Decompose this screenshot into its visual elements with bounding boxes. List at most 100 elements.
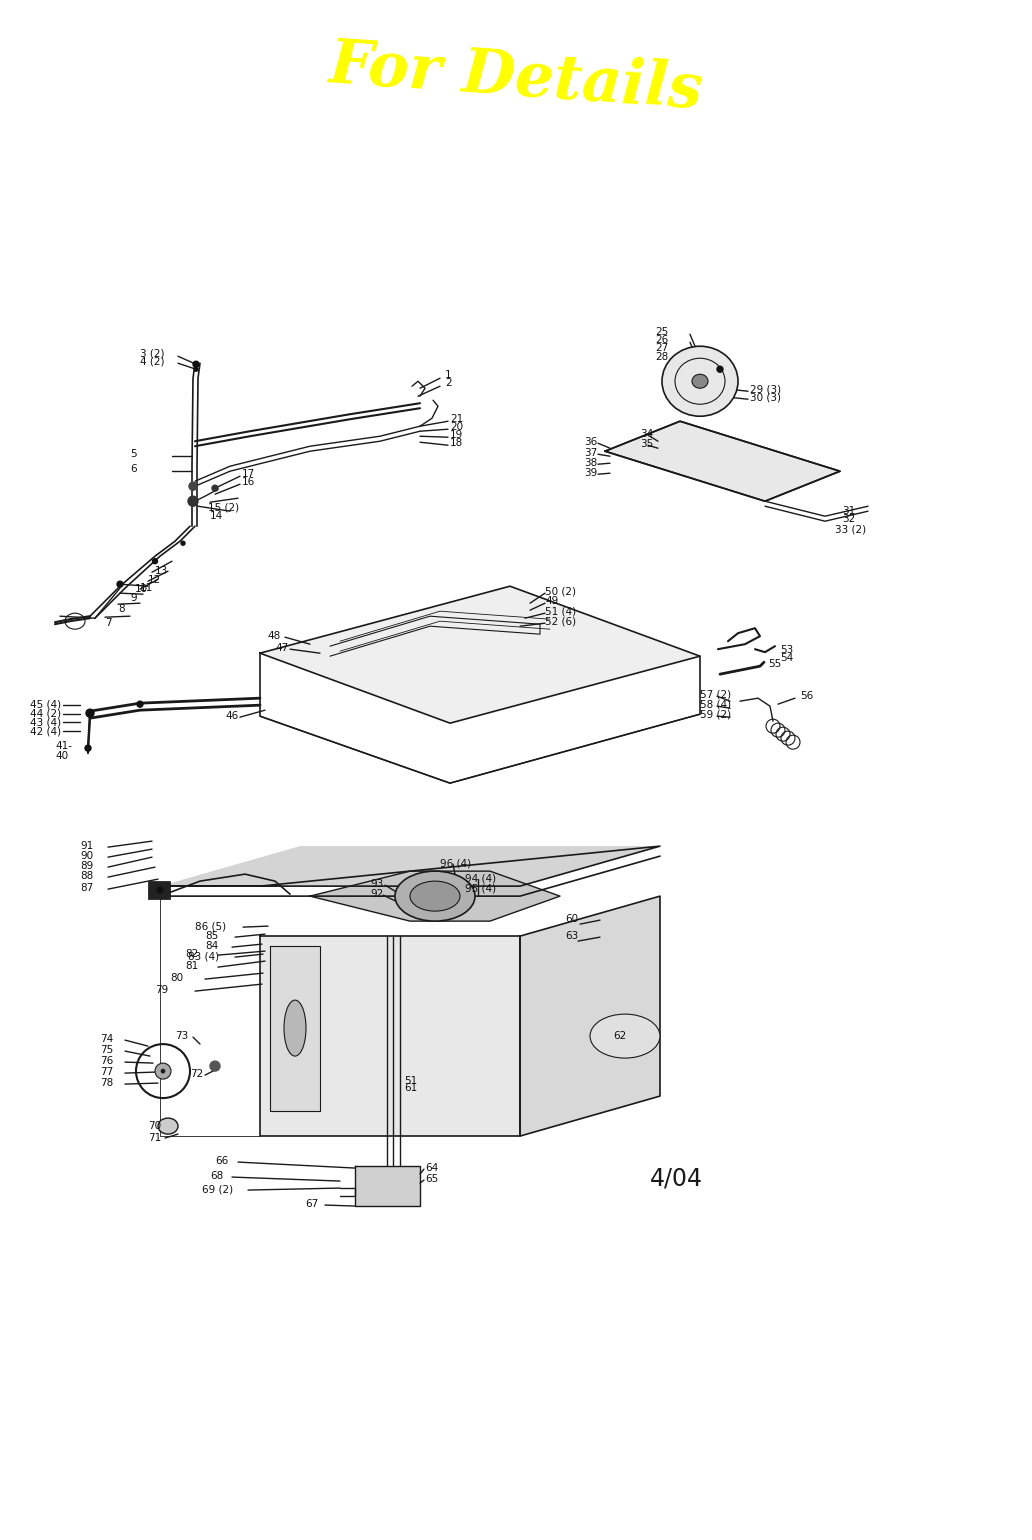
Text: 47: 47: [275, 644, 288, 653]
Text: 51 (4): 51 (4): [545, 607, 576, 616]
Text: 50 (2): 50 (2): [545, 587, 576, 596]
Text: 14: 14: [209, 511, 223, 521]
Text: 25: 25: [655, 326, 669, 337]
Circle shape: [86, 708, 94, 718]
Text: 90: 90: [80, 852, 93, 861]
Text: 41-: 41-: [55, 741, 72, 752]
Polygon shape: [270, 946, 320, 1110]
Text: 51: 51: [404, 1076, 417, 1086]
Text: 36: 36: [584, 437, 596, 447]
Text: 56: 56: [800, 691, 813, 701]
Text: 5: 5: [130, 450, 136, 459]
Text: 31: 31: [842, 507, 856, 516]
Text: 21: 21: [450, 414, 463, 424]
Text: 9: 9: [130, 593, 136, 604]
Text: 95 (4): 95 (4): [465, 882, 496, 893]
Text: 45 (4): 45 (4): [30, 699, 61, 708]
Text: 74: 74: [100, 1033, 114, 1044]
Circle shape: [117, 581, 123, 587]
Text: 60: 60: [565, 915, 578, 924]
Text: 65: 65: [425, 1173, 439, 1184]
Text: 40: 40: [55, 752, 68, 761]
Text: 58 (4): 58 (4): [700, 699, 731, 708]
Text: 15 (2): 15 (2): [208, 502, 239, 513]
Circle shape: [189, 482, 197, 490]
Text: 11: 11: [140, 584, 153, 593]
Text: 86 (5): 86 (5): [195, 921, 226, 932]
Text: 32: 32: [842, 514, 856, 524]
Text: 93: 93: [370, 879, 383, 889]
Text: 39: 39: [584, 468, 596, 479]
Polygon shape: [605, 422, 840, 500]
Text: 42 (4): 42 (4): [30, 727, 61, 736]
Text: 49: 49: [545, 596, 558, 607]
Text: 46: 46: [225, 711, 238, 721]
Ellipse shape: [284, 999, 307, 1056]
Ellipse shape: [410, 881, 460, 912]
Text: 4 (2): 4 (2): [140, 356, 164, 367]
Text: 66: 66: [215, 1157, 228, 1166]
Text: 20: 20: [450, 422, 463, 433]
Text: 33 (2): 33 (2): [835, 524, 866, 534]
Text: 10: 10: [135, 584, 149, 594]
Text: 76: 76: [100, 1056, 114, 1066]
Circle shape: [85, 745, 91, 752]
Bar: [148, 881, 170, 899]
Text: 29 (3): 29 (3): [750, 383, 781, 394]
Text: 28: 28: [655, 353, 669, 362]
Text: 34: 34: [640, 430, 653, 439]
Text: 26: 26: [655, 336, 669, 345]
Text: 37: 37: [584, 448, 596, 459]
Polygon shape: [160, 845, 660, 885]
Text: 85: 85: [205, 932, 218, 941]
Polygon shape: [260, 587, 700, 724]
Polygon shape: [355, 1166, 420, 1206]
Text: 59 (2): 59 (2): [700, 708, 731, 719]
Text: 79: 79: [155, 986, 168, 995]
Text: 3 (2): 3 (2): [140, 348, 164, 359]
Circle shape: [137, 701, 143, 707]
Text: 54: 54: [780, 653, 794, 664]
Polygon shape: [160, 845, 660, 885]
Ellipse shape: [395, 872, 475, 921]
Text: 88: 88: [80, 872, 93, 881]
Text: 94 (4): 94 (4): [465, 873, 496, 882]
Text: 70: 70: [148, 1121, 161, 1130]
Text: 91: 91: [80, 841, 93, 852]
Text: 92: 92: [370, 889, 383, 899]
Text: 2: 2: [445, 379, 452, 388]
Ellipse shape: [590, 1015, 660, 1058]
Circle shape: [212, 485, 218, 491]
Text: 78: 78: [100, 1078, 114, 1089]
Text: 75: 75: [100, 1046, 114, 1055]
Text: 73: 73: [175, 1032, 188, 1041]
Polygon shape: [520, 896, 660, 1137]
Text: 52 (6): 52 (6): [545, 616, 576, 627]
Text: 77: 77: [100, 1067, 114, 1076]
Text: 61: 61: [404, 1083, 417, 1093]
Text: 62: 62: [613, 1032, 626, 1041]
Circle shape: [153, 559, 158, 564]
Text: 19: 19: [450, 430, 463, 440]
Text: TAP HERE: TAP HERE: [471, 22, 561, 42]
Text: 43 (4): 43 (4): [30, 718, 61, 727]
Text: 96 (4): 96 (4): [440, 858, 472, 869]
Text: 57 (2): 57 (2): [700, 690, 731, 699]
Ellipse shape: [161, 1069, 165, 1073]
Text: 8: 8: [118, 604, 125, 614]
Text: 82: 82: [185, 949, 198, 959]
Text: 63: 63: [565, 932, 578, 941]
Text: 16: 16: [241, 477, 255, 487]
Text: 80: 80: [170, 973, 183, 983]
Text: 53: 53: [780, 645, 794, 654]
Text: 64: 64: [425, 1163, 439, 1173]
Polygon shape: [260, 936, 520, 1137]
Circle shape: [194, 367, 198, 371]
Text: 67: 67: [305, 1200, 318, 1209]
Text: 81: 81: [185, 961, 198, 972]
Text: 89: 89: [80, 861, 93, 872]
Polygon shape: [310, 872, 560, 921]
Text: 30 (3): 30 (3): [750, 393, 781, 402]
Circle shape: [193, 362, 199, 367]
Text: 84: 84: [205, 941, 218, 952]
